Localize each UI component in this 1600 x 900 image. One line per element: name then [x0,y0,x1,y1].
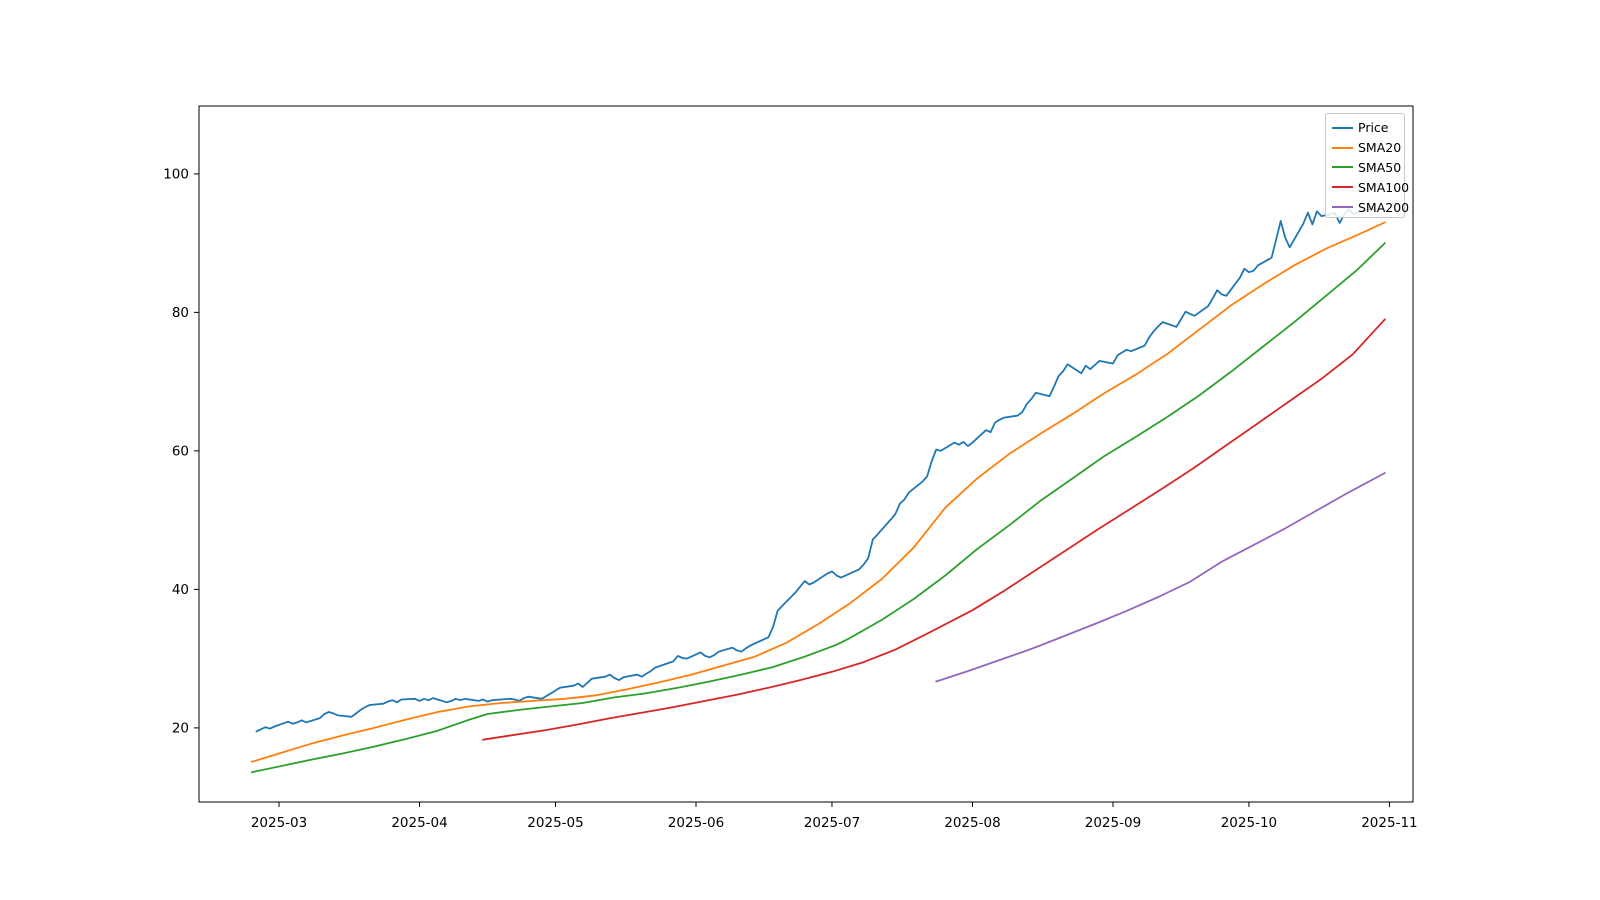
y-tick-label: 40 [172,582,189,598]
legend-line-swatch [1332,146,1353,149]
x-tick-label: 2025-08 [944,815,1000,831]
legend-entry-sma200: SMA200 [1332,198,1409,217]
axis-tick-labels: 2025-03 2025-04 2025-05 2025-06 2025-07 2025-… [163,166,1417,831]
axis-ticks [194,173,1390,807]
y-tick-label: 20 [172,720,189,736]
legend-line-swatch [1332,166,1353,169]
x-tick-label: 2025-03 [251,815,307,831]
legend-label: SMA50 [1358,159,1402,175]
x-tick-label: 2025-11 [1361,815,1417,831]
series-line-sma50 [250,242,1386,774]
plot-spines [198,105,1414,803]
legend-label: SMA20 [1358,140,1402,156]
legend-entry-price: Price [1332,118,1404,137]
x-tick-label: 2025-04 [391,815,447,831]
y-tick-label: 80 [172,305,189,321]
legend-entry-sma100: SMA100 [1332,178,1409,197]
x-tick-label: 2025-09 [1085,815,1141,831]
series-lines [250,205,1386,774]
legend-line-swatch [1332,186,1353,189]
x-tick-label: 2025-05 [527,815,583,831]
series-line-price [255,205,1386,733]
x-tick-label: 2025-06 [668,815,724,831]
x-tick-label: 2025-10 [1221,815,1277,831]
series-line-sma100 [482,318,1386,741]
legend-entry-sma20: SMA20 [1332,138,1404,157]
series-line-sma200 [935,472,1386,683]
y-tick-label: 100 [163,166,189,182]
legend-entry-sma50: SMA50 [1332,158,1404,177]
legend-label: SMA200 [1358,199,1410,215]
series-line-sma20 [250,221,1386,763]
x-tick-label: 2025-07 [804,815,860,831]
legend-label: Price [1358,120,1389,136]
y-tick-label: 60 [172,443,189,459]
legend-line-swatch [1332,206,1353,209]
legend-label: SMA100 [1358,179,1410,195]
legend-line-swatch [1332,126,1353,129]
plot-area [199,106,1413,802]
legend: Price SMA20 SMA50 SMA100 SMA200 [1325,113,1409,218]
